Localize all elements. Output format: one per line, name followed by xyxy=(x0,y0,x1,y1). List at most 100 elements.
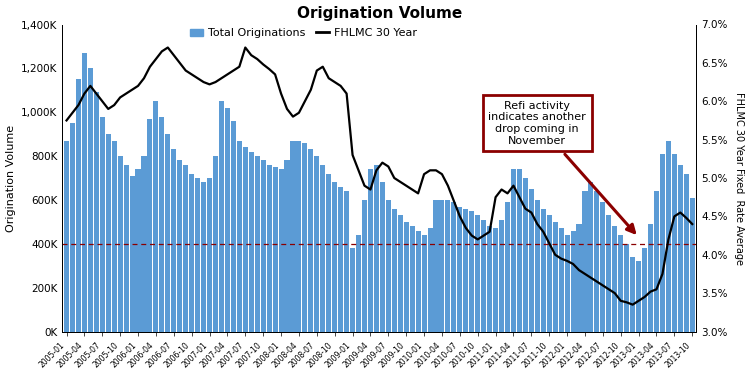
Y-axis label: FHLMC 30 Year Fixed  Rate Average: FHLMC 30 Year Fixed Rate Average xyxy=(734,92,745,264)
Bar xyxy=(482,220,486,332)
Bar xyxy=(618,235,623,332)
Bar xyxy=(159,117,164,332)
Bar xyxy=(392,209,397,332)
Bar xyxy=(344,191,350,332)
Bar xyxy=(225,108,230,332)
Bar xyxy=(624,244,629,332)
Bar xyxy=(213,156,218,332)
Bar xyxy=(523,178,528,332)
Bar xyxy=(583,191,587,332)
Bar xyxy=(452,202,457,332)
Bar xyxy=(362,200,367,332)
Bar xyxy=(458,207,462,332)
Bar xyxy=(278,169,284,332)
Bar xyxy=(380,182,385,332)
Bar xyxy=(148,119,152,332)
Bar xyxy=(660,154,665,332)
Bar xyxy=(427,228,433,332)
Bar xyxy=(529,189,534,332)
Bar xyxy=(177,160,182,332)
Bar xyxy=(541,209,546,332)
Bar xyxy=(82,53,87,332)
Bar xyxy=(314,156,320,332)
Bar xyxy=(511,169,516,332)
Bar xyxy=(553,222,558,332)
Y-axis label: Origination Volume: Origination Volume xyxy=(5,124,16,232)
Bar xyxy=(630,257,635,332)
Bar xyxy=(606,215,611,332)
Legend: Total Originations, FHLMC 30 Year: Total Originations, FHLMC 30 Year xyxy=(185,24,422,43)
Bar xyxy=(189,174,194,332)
Bar xyxy=(171,150,176,332)
Bar xyxy=(464,209,468,332)
Bar xyxy=(493,228,498,332)
Bar xyxy=(368,169,373,332)
Bar xyxy=(416,231,421,332)
Bar xyxy=(219,101,224,332)
Title: Origination Volume: Origination Volume xyxy=(297,6,462,21)
Bar xyxy=(589,182,593,332)
Bar xyxy=(487,226,492,332)
Bar xyxy=(410,226,415,332)
Bar xyxy=(88,68,93,332)
Bar xyxy=(398,215,403,332)
Bar xyxy=(76,80,81,332)
Bar xyxy=(266,165,272,332)
Bar xyxy=(422,235,427,332)
Text: Refi activity
indicates another
drop coming in
November: Refi activity indicates another drop com… xyxy=(488,101,634,232)
Bar xyxy=(195,178,200,332)
Bar xyxy=(94,93,99,332)
Bar xyxy=(207,178,212,332)
Bar xyxy=(201,182,206,332)
Bar xyxy=(338,187,344,332)
Bar xyxy=(350,248,355,332)
Bar xyxy=(272,167,278,332)
Bar xyxy=(165,134,170,332)
Bar xyxy=(505,202,510,332)
Bar xyxy=(600,202,605,332)
Bar xyxy=(136,169,140,332)
Bar xyxy=(446,200,451,332)
Bar xyxy=(612,226,617,332)
Bar xyxy=(636,261,641,332)
Bar xyxy=(440,200,445,332)
Bar xyxy=(672,154,677,332)
Bar xyxy=(642,248,647,332)
Bar xyxy=(118,156,123,332)
Bar xyxy=(326,174,332,332)
Bar xyxy=(690,198,694,332)
Bar xyxy=(666,141,671,332)
Bar xyxy=(476,215,480,332)
Bar xyxy=(547,215,552,332)
Bar xyxy=(654,191,659,332)
Bar xyxy=(255,156,260,332)
Bar xyxy=(374,165,379,332)
Bar xyxy=(100,117,105,332)
Bar xyxy=(130,176,134,332)
Bar xyxy=(433,200,439,332)
Bar xyxy=(290,141,296,332)
Bar xyxy=(64,141,69,332)
Bar xyxy=(142,156,146,332)
Bar xyxy=(249,152,254,332)
Bar xyxy=(648,224,653,332)
Bar xyxy=(296,141,302,332)
Bar xyxy=(386,200,391,332)
Bar xyxy=(183,165,188,332)
Bar xyxy=(112,141,117,332)
Bar xyxy=(684,174,688,332)
Bar xyxy=(517,169,522,332)
Bar xyxy=(356,235,361,332)
Bar xyxy=(559,228,564,332)
Bar xyxy=(70,123,75,332)
Bar xyxy=(237,141,242,332)
Bar xyxy=(231,121,236,332)
Bar xyxy=(404,222,409,332)
Bar xyxy=(154,101,158,332)
Bar xyxy=(535,200,540,332)
Bar xyxy=(124,165,129,332)
Bar xyxy=(243,147,248,332)
Bar xyxy=(594,191,599,332)
Bar xyxy=(302,143,307,332)
Bar xyxy=(332,182,338,332)
